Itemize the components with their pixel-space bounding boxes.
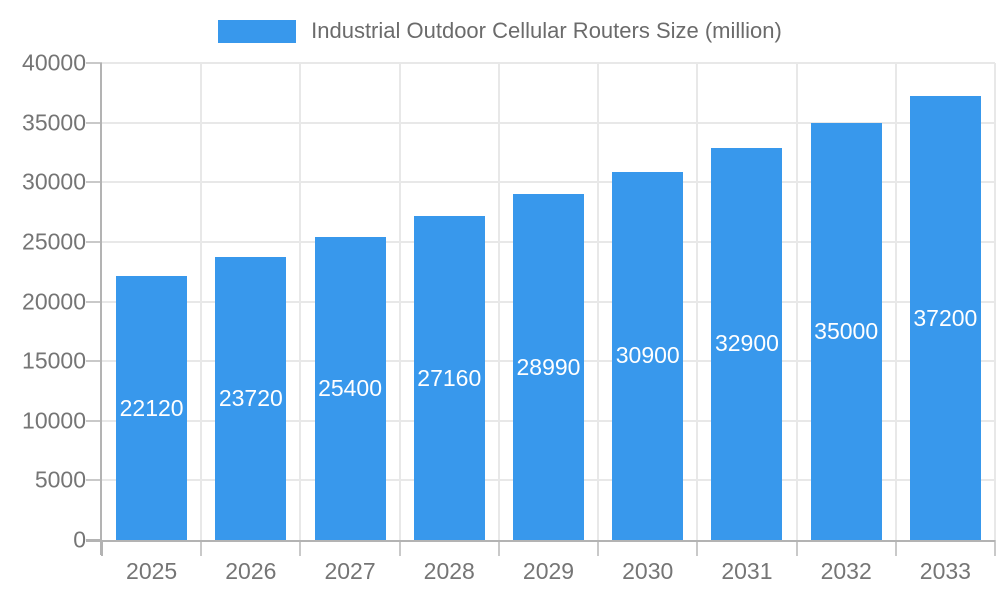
bar-2031[interactable]: 32900 bbox=[711, 147, 783, 540]
y-axis-label: 0 bbox=[73, 526, 86, 553]
chart-legend[interactable]: Industrial Outdoor Cellular Routers Size… bbox=[0, 14, 1000, 48]
bar-value-label: 22120 bbox=[119, 394, 184, 421]
legend-color-swatch bbox=[218, 19, 297, 43]
vertical-gridline bbox=[398, 63, 401, 540]
x-axis-label: 2030 bbox=[622, 558, 674, 584]
x-tick-mark bbox=[696, 540, 699, 556]
bar-2026[interactable]: 23720 bbox=[215, 257, 287, 540]
vertical-gridline bbox=[497, 63, 500, 540]
y-axis-label: 10000 bbox=[22, 407, 86, 434]
y-axis-label: 35000 bbox=[22, 109, 86, 136]
bar-value-label: 28990 bbox=[516, 353, 581, 380]
x-tick-mark bbox=[795, 540, 798, 556]
vertical-gridline bbox=[597, 63, 600, 540]
bar-2032[interactable]: 35000 bbox=[810, 122, 882, 540]
x-tick-mark bbox=[398, 540, 401, 556]
horizontal-gridline bbox=[102, 121, 995, 124]
x-axis-label: 2031 bbox=[721, 558, 773, 584]
vertical-gridline bbox=[795, 63, 798, 540]
bar-2030[interactable]: 30900 bbox=[612, 171, 684, 540]
horizontal-gridline bbox=[102, 62, 995, 64]
bar-2027[interactable]: 25400 bbox=[314, 237, 386, 540]
y-axis-label: 30000 bbox=[22, 168, 86, 195]
x-axis-label: 2032 bbox=[820, 558, 872, 584]
bar-value-label: 32900 bbox=[714, 330, 779, 357]
y-axis-label: 25000 bbox=[22, 228, 86, 255]
plot-area: 22120 23720 25400 27160 28990 30900 32900 35000… bbox=[102, 62, 996, 540]
x-tick-mark bbox=[597, 540, 600, 556]
x-tick-mark bbox=[497, 540, 500, 556]
vertical-gridline bbox=[200, 63, 203, 540]
y-axis-label: 5000 bbox=[34, 466, 86, 493]
bar-value-label: 30900 bbox=[615, 342, 680, 369]
x-tick-mark bbox=[299, 540, 302, 556]
y-axis-line bbox=[100, 63, 102, 555]
vertical-gridline bbox=[299, 63, 302, 540]
x-axis-label: 2028 bbox=[423, 558, 475, 584]
bar-value-label: 25400 bbox=[318, 375, 383, 402]
bar-value-label: 35000 bbox=[814, 317, 879, 344]
x-tick-mark bbox=[200, 540, 203, 556]
horizontal-gridline bbox=[102, 181, 995, 184]
x-axis-label: 2027 bbox=[324, 558, 376, 584]
x-axis-line bbox=[86, 540, 995, 542]
bar-value-label: 23720 bbox=[218, 385, 283, 412]
bar-2025[interactable]: 22120 bbox=[116, 276, 188, 540]
vertical-gridline bbox=[894, 63, 897, 540]
x-axis-label: 2025 bbox=[126, 558, 178, 584]
x-axis-label: 2029 bbox=[522, 558, 575, 584]
bar-value-label: 27160 bbox=[417, 364, 482, 391]
y-axis-label: 15000 bbox=[22, 347, 86, 374]
y-axis-label: 20000 bbox=[22, 288, 86, 314]
x-axis-label: 2033 bbox=[919, 558, 971, 584]
x-axis-label: 2026 bbox=[225, 558, 277, 584]
vertical-gridline bbox=[696, 63, 699, 540]
y-axis-label: 40000 bbox=[22, 49, 86, 76]
legend-series-label: Industrial Outdoor Cellular Routers Size… bbox=[311, 18, 782, 43]
bar-value-label: 37200 bbox=[913, 304, 978, 331]
vertical-gridline bbox=[994, 63, 996, 540]
x-tick-mark bbox=[994, 540, 996, 556]
x-tick-mark bbox=[894, 540, 897, 556]
bar-2029[interactable]: 28990 bbox=[513, 194, 584, 540]
bar-2028[interactable]: 27160 bbox=[413, 216, 485, 540]
bar-2033[interactable]: 37200 bbox=[909, 96, 981, 540]
